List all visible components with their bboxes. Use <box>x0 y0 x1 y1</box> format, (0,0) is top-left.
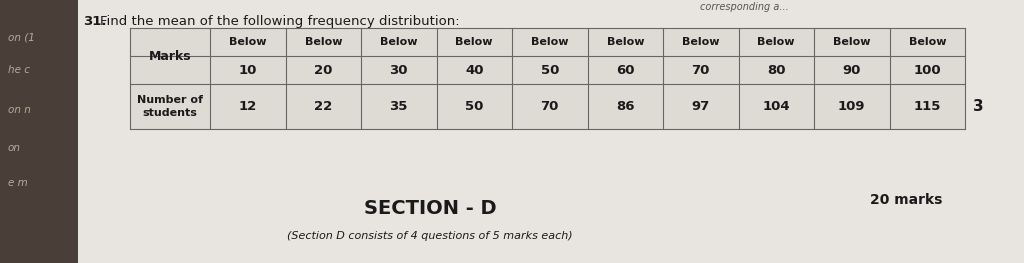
FancyBboxPatch shape <box>78 0 1024 263</box>
Text: 35: 35 <box>389 100 408 113</box>
Text: Below: Below <box>833 37 870 47</box>
Text: 115: 115 <box>913 100 941 113</box>
Text: 3: 3 <box>973 99 984 114</box>
Text: 40: 40 <box>465 63 483 77</box>
Text: on: on <box>8 143 22 153</box>
Text: 70: 70 <box>541 100 559 113</box>
Text: Below: Below <box>456 37 493 47</box>
Text: on n: on n <box>8 105 31 115</box>
Text: 70: 70 <box>691 63 710 77</box>
Text: 50: 50 <box>541 63 559 77</box>
Text: Below: Below <box>908 37 946 47</box>
Text: Below: Below <box>380 37 418 47</box>
Text: Below: Below <box>229 37 266 47</box>
Text: 22: 22 <box>314 100 333 113</box>
Text: Below: Below <box>682 37 720 47</box>
Text: Below: Below <box>531 37 568 47</box>
Text: 80: 80 <box>767 63 785 77</box>
Text: corresponding a...: corresponding a... <box>700 2 788 12</box>
FancyBboxPatch shape <box>130 28 965 129</box>
Text: 86: 86 <box>616 100 635 113</box>
Text: 50: 50 <box>465 100 483 113</box>
Text: Below: Below <box>758 37 795 47</box>
Text: 30: 30 <box>389 63 408 77</box>
Text: on (1: on (1 <box>8 33 35 43</box>
Text: 10: 10 <box>239 63 257 77</box>
Text: 60: 60 <box>616 63 635 77</box>
Text: Number of
students: Number of students <box>137 95 203 118</box>
Text: 100: 100 <box>913 63 941 77</box>
Text: 31.: 31. <box>83 15 106 28</box>
Text: 20: 20 <box>314 63 333 77</box>
Text: Below: Below <box>304 37 342 47</box>
Text: (Section D consists of 4 questions of 5 marks each): (Section D consists of 4 questions of 5 … <box>287 231 572 241</box>
Text: 90: 90 <box>843 63 861 77</box>
Text: 20 marks: 20 marks <box>870 193 942 207</box>
Text: 97: 97 <box>691 100 710 113</box>
Text: 109: 109 <box>838 100 865 113</box>
Text: e m: e m <box>8 178 28 188</box>
Text: he c: he c <box>8 65 30 75</box>
Text: Marks: Marks <box>148 49 191 63</box>
Text: 104: 104 <box>763 100 791 113</box>
Text: Find the mean of the following frequency distribution:: Find the mean of the following frequency… <box>100 15 460 28</box>
Text: Below: Below <box>606 37 644 47</box>
Text: 12: 12 <box>239 100 257 113</box>
Text: SECTION - D: SECTION - D <box>364 199 497 218</box>
